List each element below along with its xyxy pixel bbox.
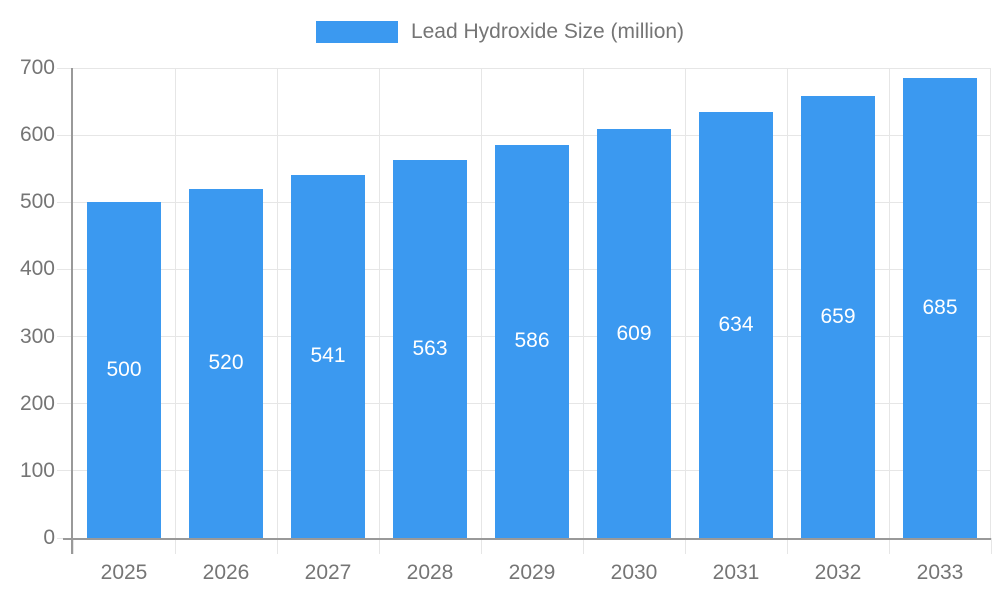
legend-swatch (315, 21, 398, 43)
x-axis-label: 2025 (100, 561, 148, 584)
x-tick (786, 538, 788, 554)
y-tick (57, 134, 73, 136)
y-axis-label: 400 (19, 257, 55, 281)
y-axis-label: 700 (19, 56, 55, 79)
bar-value-label: 500 (106, 358, 142, 382)
y-tick (57, 336, 73, 338)
x-axis-label: 2028 (406, 561, 454, 584)
x-axis-label: 2030 (610, 561, 658, 584)
bar[interactable] (189, 188, 263, 538)
bar[interactable] (903, 78, 977, 538)
bar-value-label: 563 (412, 336, 448, 360)
bar-value-label: 609 (616, 321, 652, 345)
y-tick (57, 470, 73, 472)
bar-value-label: 685 (922, 296, 958, 320)
y-axis-label: 600 (19, 123, 55, 147)
y-tick (57, 67, 73, 69)
x-tick (378, 538, 380, 554)
y-axis-label: 0 (43, 526, 55, 549)
x-gridline (480, 68, 482, 538)
x-tick (582, 538, 584, 554)
x-gridline (684, 68, 686, 538)
bar-value-label: 586 (514, 329, 550, 353)
x-gridline (582, 68, 584, 538)
x-gridline (990, 68, 991, 538)
x-axis-label: 2027 (304, 561, 352, 584)
x-tick (72, 538, 74, 554)
bar[interactable] (495, 144, 569, 538)
y-gridline (73, 134, 991, 136)
x-gridline (786, 68, 788, 538)
bar[interactable] (699, 112, 773, 538)
bar-value-label: 520 (208, 351, 244, 375)
bar[interactable] (87, 202, 161, 538)
bar[interactable] (393, 159, 467, 538)
x-gridline (276, 68, 278, 538)
y-axis-label: 200 (19, 391, 55, 415)
legend-label: Lead Hydroxide Size (million) (410, 20, 685, 43)
bar-value-label: 541 (310, 344, 346, 368)
bar-value-label: 659 (820, 304, 856, 328)
x-gridline (174, 68, 176, 538)
y-axis-label: 300 (19, 324, 55, 348)
y-axis-label: 100 (19, 458, 55, 482)
x-tick (480, 538, 482, 554)
bar[interactable] (801, 95, 875, 538)
x-gridline (378, 68, 380, 538)
y-tick (57, 268, 73, 270)
x-tick (174, 538, 176, 554)
x-axis-label: 2026 (202, 561, 250, 584)
x-axis-line (63, 538, 991, 540)
x-tick (990, 538, 992, 554)
x-gridline (888, 68, 890, 538)
x-tick (684, 538, 686, 554)
x-axis-label: 2031 (712, 561, 760, 584)
bar[interactable] (597, 129, 671, 538)
x-tick (276, 538, 278, 554)
x-axis-label: 2033 (916, 561, 964, 584)
bar[interactable] (291, 174, 365, 538)
y-tick (57, 403, 73, 405)
plot-area: 0 100 200 300 400 500 600 700 2025 500 2026 520 2027… (20, 56, 992, 584)
y-axis-line (71, 68, 73, 554)
x-axis-label: 2032 (814, 561, 862, 584)
y-tick (57, 201, 73, 203)
bar-value-label: 634 (718, 313, 754, 337)
y-axis-label: 500 (19, 190, 55, 214)
y-gridline (73, 67, 991, 69)
x-axis-label: 2029 (508, 561, 556, 584)
x-tick (888, 538, 890, 554)
legend-item[interactable]: Lead Hydroxide Size (million) (0, 20, 1000, 44)
